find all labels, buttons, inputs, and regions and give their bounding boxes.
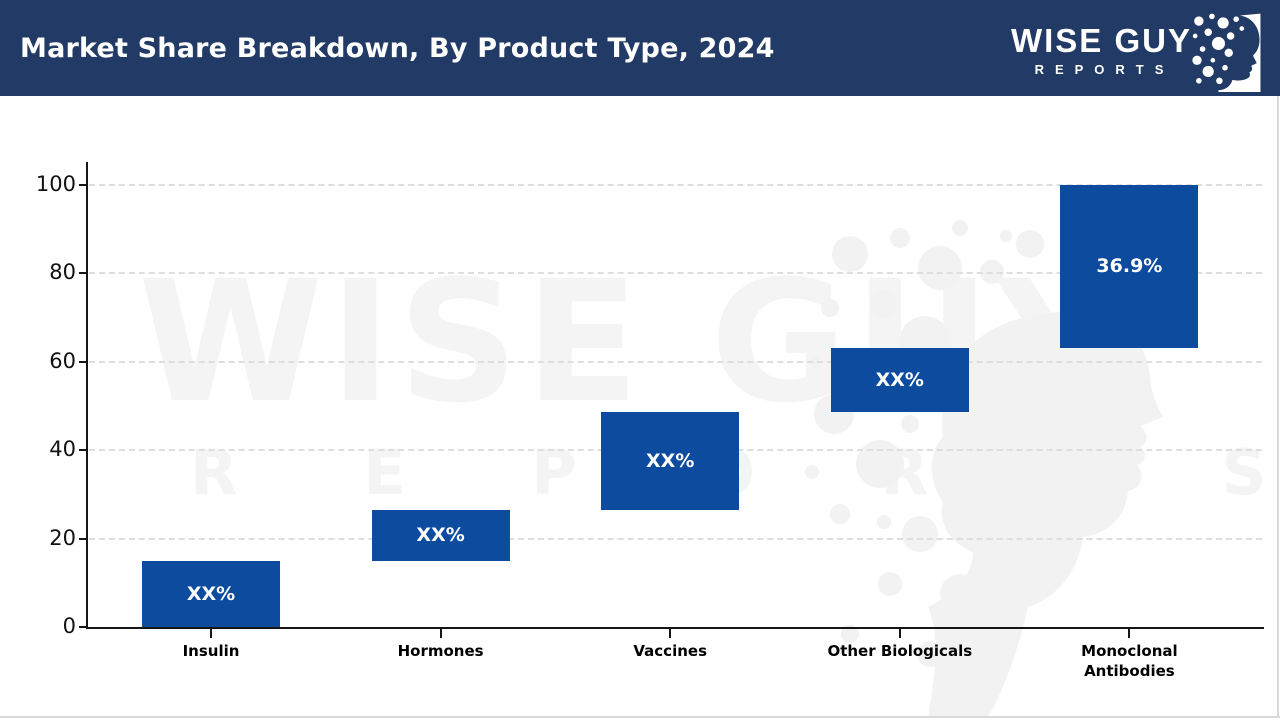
x-tick-mark-4 [1128, 629, 1131, 638]
x-category-label-0: Insulin [182, 642, 240, 660]
x-axis-line [86, 627, 1264, 629]
bar-other-biologicals: XX% [830, 347, 969, 412]
bar-value-label: 36.9% [1096, 255, 1163, 278]
gridline-20 [89, 537, 1262, 540]
bar-value-label: XX% [416, 524, 465, 547]
x-tick-mark-3 [898, 629, 901, 638]
x-category-label-4: Monoclonal Antibodies [1081, 642, 1178, 680]
y-tick-mark-60 [79, 360, 88, 363]
y-tick-label-0: 0 [62, 614, 76, 638]
x-category-label-2: Vaccines [633, 642, 707, 660]
bar-value-label: XX% [186, 582, 236, 605]
y-tick-mark-100 [79, 183, 88, 186]
frame-bottom-line [0, 716, 1280, 718]
y-tick-mark-80 [79, 272, 88, 275]
brand-subtitle: REPORTS [1034, 62, 1175, 77]
bar-value-label: XX% [646, 449, 695, 472]
bar-vaccines: XX% [601, 411, 740, 510]
x-category-label-1: Hormones [397, 642, 484, 660]
gridline-100 [89, 183, 1262, 186]
brand-name: WISE GUY [1010, 22, 1192, 59]
y-tick-label-80: 80 [49, 260, 76, 285]
brand-logo: WISE GUY REPORTS [1011, 8, 1264, 92]
brand-head-icon [1192, 13, 1261, 92]
y-tick-mark-20 [79, 537, 88, 540]
y-tick-label-60: 60 [49, 348, 76, 373]
bar-monoclonal-antibodies: 36.9% [1060, 184, 1199, 348]
gridline-80 [89, 272, 1262, 275]
y-tick-label-100: 100 [35, 171, 76, 196]
gridline-60 [89, 360, 1262, 363]
waterfall-chart: 0 20 40 60 80 100 XX% Insulin XX% Hormones XX% Vacc… [0, 96, 1280, 720]
page-title: Market Share Breakdown, By Product Type,… [20, 32, 775, 64]
y-tick-label-20: 20 [49, 525, 76, 550]
x-tick-mark-2 [669, 629, 672, 638]
y-tick-mark-40 [79, 449, 88, 452]
y-axis-line [86, 162, 88, 629]
y-tick-mark-0 [79, 626, 88, 628]
header-bar: Market Share Breakdown, By Product Type,… [0, 0, 1280, 96]
bar-hormones: XX% [371, 509, 510, 561]
y-tick-label-40: 40 [49, 437, 76, 462]
x-category-label-3: Other Biologicals [827, 642, 973, 660]
bar-insulin: XX% [142, 560, 280, 627]
x-tick-mark-1 [439, 629, 442, 638]
x-tick-mark-0 [210, 629, 212, 638]
bar-value-label: XX% [875, 368, 924, 391]
brand-logo-text: WISE GUY REPORTS [1010, 22, 1192, 78]
frame-right-line [1277, 96, 1279, 718]
